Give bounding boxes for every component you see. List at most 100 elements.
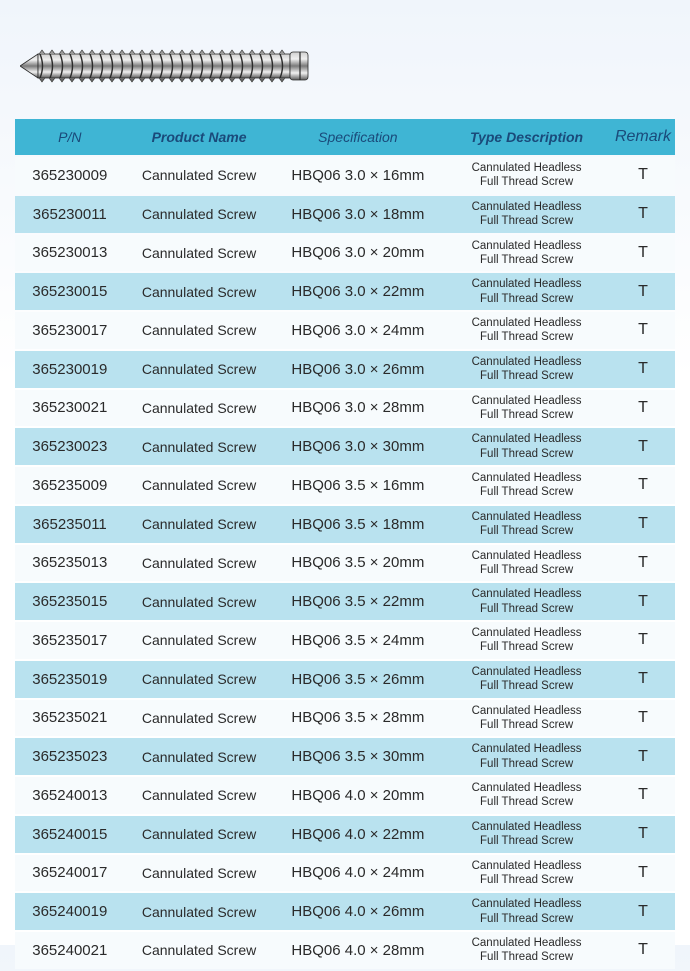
- cell-remark: T: [611, 312, 675, 349]
- desc-line1: Cannulated Headless: [446, 820, 607, 834]
- desc-line2: Full Thread Screw: [446, 214, 607, 228]
- table-row: 365235015Cannulated ScrewHBQ06 3.5 × 22m…: [15, 583, 675, 620]
- cell-pn: 365230009: [15, 157, 125, 194]
- cell-product-name: Cannulated Screw: [125, 893, 274, 930]
- desc-line2: Full Thread Screw: [446, 563, 607, 577]
- cell-spec: HBQ06 4.0 × 22mm: [274, 816, 443, 853]
- cell-type-desc: Cannulated HeadlessFull Thread Screw: [442, 467, 611, 504]
- cell-product-name: Cannulated Screw: [125, 351, 274, 388]
- desc-line1: Cannulated Headless: [446, 897, 607, 911]
- cell-pn: 365230023: [15, 428, 125, 465]
- table-row: 365230021Cannulated ScrewHBQ06 3.0 × 28m…: [15, 390, 675, 427]
- desc-line1: Cannulated Headless: [446, 936, 607, 950]
- desc-line1: Cannulated Headless: [446, 704, 607, 718]
- cell-spec: HBQ06 3.5 × 26mm: [274, 661, 443, 698]
- desc-line1: Cannulated Headless: [446, 355, 607, 369]
- desc-line1: Cannulated Headless: [446, 549, 607, 563]
- cell-remark: T: [611, 235, 675, 272]
- table-row: 365230011Cannulated ScrewHBQ06 3.0 × 18m…: [15, 196, 675, 233]
- table-row: 365240021Cannulated ScrewHBQ06 4.0 × 28m…: [15, 932, 675, 969]
- cell-pn: 365235015: [15, 583, 125, 620]
- desc-line1: Cannulated Headless: [446, 587, 607, 601]
- table-row: 365235009Cannulated ScrewHBQ06 3.5 × 16m…: [15, 467, 675, 504]
- cell-type-desc: Cannulated HeadlessFull Thread Screw: [442, 390, 611, 427]
- cell-remark: T: [611, 700, 675, 737]
- cell-spec: HBQ06 4.0 × 24mm: [274, 855, 443, 892]
- cell-type-desc: Cannulated HeadlessFull Thread Screw: [442, 428, 611, 465]
- cell-spec: HBQ06 3.0 × 28mm: [274, 390, 443, 427]
- cell-product-name: Cannulated Screw: [125, 467, 274, 504]
- product-table: P/N Product Name Specification Type Desc…: [15, 117, 675, 971]
- desc-line2: Full Thread Screw: [446, 795, 607, 809]
- cell-product-name: Cannulated Screw: [125, 855, 274, 892]
- table-row: 365230015Cannulated ScrewHBQ06 3.0 × 22m…: [15, 273, 675, 310]
- cell-spec: HBQ06 3.5 × 30mm: [274, 738, 443, 775]
- header-desc: Type Description: [442, 119, 611, 155]
- cell-pn: 365240013: [15, 777, 125, 814]
- cell-remark: T: [611, 506, 675, 543]
- desc-line2: Full Thread Screw: [446, 485, 607, 499]
- cell-spec: HBQ06 4.0 × 28mm: [274, 932, 443, 969]
- table-row: 365235021Cannulated ScrewHBQ06 3.5 × 28m…: [15, 700, 675, 737]
- cell-type-desc: Cannulated HeadlessFull Thread Screw: [442, 622, 611, 659]
- cell-product-name: Cannulated Screw: [125, 273, 274, 310]
- desc-line1: Cannulated Headless: [446, 781, 607, 795]
- desc-line2: Full Thread Screw: [446, 175, 607, 189]
- desc-line1: Cannulated Headless: [446, 161, 607, 175]
- cell-type-desc: Cannulated HeadlessFull Thread Screw: [442, 351, 611, 388]
- table-row: 365235013Cannulated ScrewHBQ06 3.5 × 20m…: [15, 545, 675, 582]
- cell-pn: 365230015: [15, 273, 125, 310]
- cell-remark: T: [611, 428, 675, 465]
- cell-product-name: Cannulated Screw: [125, 312, 274, 349]
- table-row: 365235019Cannulated ScrewHBQ06 3.5 × 26m…: [15, 661, 675, 698]
- cell-remark: T: [611, 196, 675, 233]
- cell-type-desc: Cannulated HeadlessFull Thread Screw: [442, 661, 611, 698]
- desc-line2: Full Thread Screw: [446, 524, 607, 538]
- desc-line1: Cannulated Headless: [446, 510, 607, 524]
- cell-spec: HBQ06 4.0 × 20mm: [274, 777, 443, 814]
- cell-remark: T: [611, 273, 675, 310]
- cell-product-name: Cannulated Screw: [125, 816, 274, 853]
- cell-type-desc: Cannulated HeadlessFull Thread Screw: [442, 855, 611, 892]
- table-row: 365240013Cannulated ScrewHBQ06 4.0 × 20m…: [15, 777, 675, 814]
- cell-product-name: Cannulated Screw: [125, 390, 274, 427]
- cell-type-desc: Cannulated HeadlessFull Thread Screw: [442, 583, 611, 620]
- cell-type-desc: Cannulated HeadlessFull Thread Screw: [442, 545, 611, 582]
- cell-product-name: Cannulated Screw: [125, 932, 274, 969]
- cell-type-desc: Cannulated HeadlessFull Thread Screw: [442, 932, 611, 969]
- cell-spec: HBQ06 3.5 × 28mm: [274, 700, 443, 737]
- table-row: 365240015Cannulated ScrewHBQ06 4.0 × 22m…: [15, 816, 675, 853]
- cell-product-name: Cannulated Screw: [125, 506, 274, 543]
- cell-remark: T: [611, 622, 675, 659]
- desc-line2: Full Thread Screw: [446, 292, 607, 306]
- cell-spec: HBQ06 4.0 × 26mm: [274, 893, 443, 930]
- cell-product-name: Cannulated Screw: [125, 157, 274, 194]
- cell-pn: 365240017: [15, 855, 125, 892]
- cell-product-name: Cannulated Screw: [125, 428, 274, 465]
- header-spec: Specification: [274, 119, 443, 155]
- desc-line2: Full Thread Screw: [446, 718, 607, 732]
- desc-line1: Cannulated Headless: [446, 859, 607, 873]
- header-remark: Remark: [611, 119, 675, 155]
- cell-pn: 365235013: [15, 545, 125, 582]
- header-pn: P/N: [15, 119, 125, 155]
- desc-line1: Cannulated Headless: [446, 471, 607, 485]
- cell-spec: HBQ06 3.5 × 20mm: [274, 545, 443, 582]
- cell-pn: 365230013: [15, 235, 125, 272]
- desc-line2: Full Thread Screw: [446, 408, 607, 422]
- cell-remark: T: [611, 893, 675, 930]
- desc-line2: Full Thread Screw: [446, 369, 607, 383]
- cell-spec: HBQ06 3.5 × 18mm: [274, 506, 443, 543]
- cell-remark: T: [611, 545, 675, 582]
- cell-pn: 365235011: [15, 506, 125, 543]
- desc-line2: Full Thread Screw: [446, 757, 607, 771]
- cell-spec: HBQ06 3.5 × 24mm: [274, 622, 443, 659]
- cell-product-name: Cannulated Screw: [125, 235, 274, 272]
- cell-pn: 365235009: [15, 467, 125, 504]
- cell-remark: T: [611, 390, 675, 427]
- desc-line2: Full Thread Screw: [446, 253, 607, 267]
- cell-spec: HBQ06 3.0 × 22mm: [274, 273, 443, 310]
- cell-pn: 365235019: [15, 661, 125, 698]
- cell-remark: T: [611, 157, 675, 194]
- cell-remark: T: [611, 467, 675, 504]
